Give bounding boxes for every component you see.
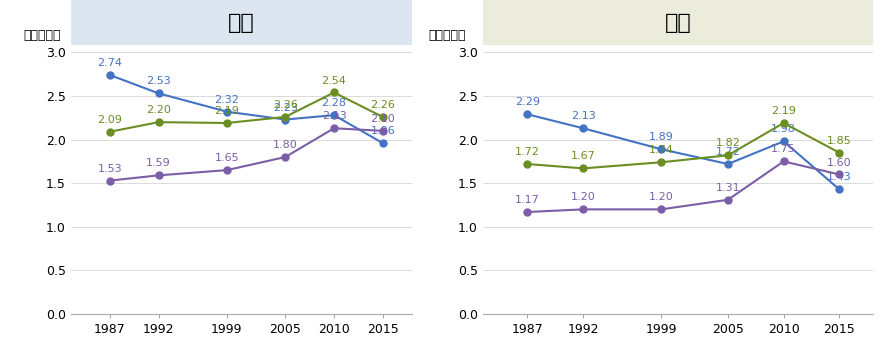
Text: 2.20: 2.20 — [146, 105, 171, 115]
Text: 1.67: 1.67 — [571, 151, 595, 161]
Text: 2.23: 2.23 — [273, 103, 298, 113]
Text: 2.53: 2.53 — [146, 77, 171, 86]
Text: 1.82: 1.82 — [716, 138, 741, 148]
Text: 1.72: 1.72 — [515, 147, 540, 157]
Text: 1.85: 1.85 — [827, 136, 851, 146]
Text: 2.13: 2.13 — [571, 111, 595, 121]
Text: 1.17: 1.17 — [515, 195, 540, 205]
Text: 1.43: 1.43 — [827, 172, 851, 182]
Text: 2.26: 2.26 — [370, 100, 395, 110]
Text: 1.72: 1.72 — [716, 147, 741, 157]
Text: 1.20: 1.20 — [649, 192, 673, 203]
Text: 1.60: 1.60 — [827, 157, 851, 168]
Text: 1.98: 1.98 — [771, 125, 796, 134]
Legend: 20代, 60代, 70代: 20代, 60代, 70代 — [587, 22, 773, 45]
Text: （回／日）: （回／日） — [428, 29, 466, 42]
Text: 1.31: 1.31 — [716, 183, 740, 193]
Text: 2.29: 2.29 — [515, 97, 540, 107]
Text: 1.53: 1.53 — [97, 164, 122, 174]
Text: 2.26: 2.26 — [273, 100, 298, 110]
Text: 1.89: 1.89 — [649, 132, 673, 142]
Text: 1.59: 1.59 — [146, 158, 171, 169]
Text: 1.65: 1.65 — [214, 153, 239, 163]
Text: 2.32: 2.32 — [214, 95, 239, 105]
Text: 2.19: 2.19 — [214, 106, 239, 116]
Text: 2.10: 2.10 — [370, 114, 395, 124]
Text: 2.09: 2.09 — [97, 115, 122, 125]
Text: 1.96: 1.96 — [370, 126, 395, 136]
Legend: 20代, 60代, 70代: 20代, 60代, 70代 — [162, 22, 349, 45]
Text: 平日: 平日 — [228, 13, 255, 32]
Text: （回／日）: （回／日） — [23, 29, 60, 42]
Text: 1.75: 1.75 — [771, 144, 796, 155]
Text: 1.74: 1.74 — [649, 145, 673, 155]
Text: 2.19: 2.19 — [771, 106, 796, 116]
Text: 2.74: 2.74 — [97, 58, 122, 68]
Text: 2.13: 2.13 — [322, 111, 346, 121]
Text: 2.54: 2.54 — [322, 75, 346, 86]
Text: 2.28: 2.28 — [322, 98, 346, 108]
Text: 1.80: 1.80 — [273, 140, 298, 150]
Text: 1.20: 1.20 — [571, 192, 595, 203]
Text: 休日: 休日 — [664, 13, 691, 32]
